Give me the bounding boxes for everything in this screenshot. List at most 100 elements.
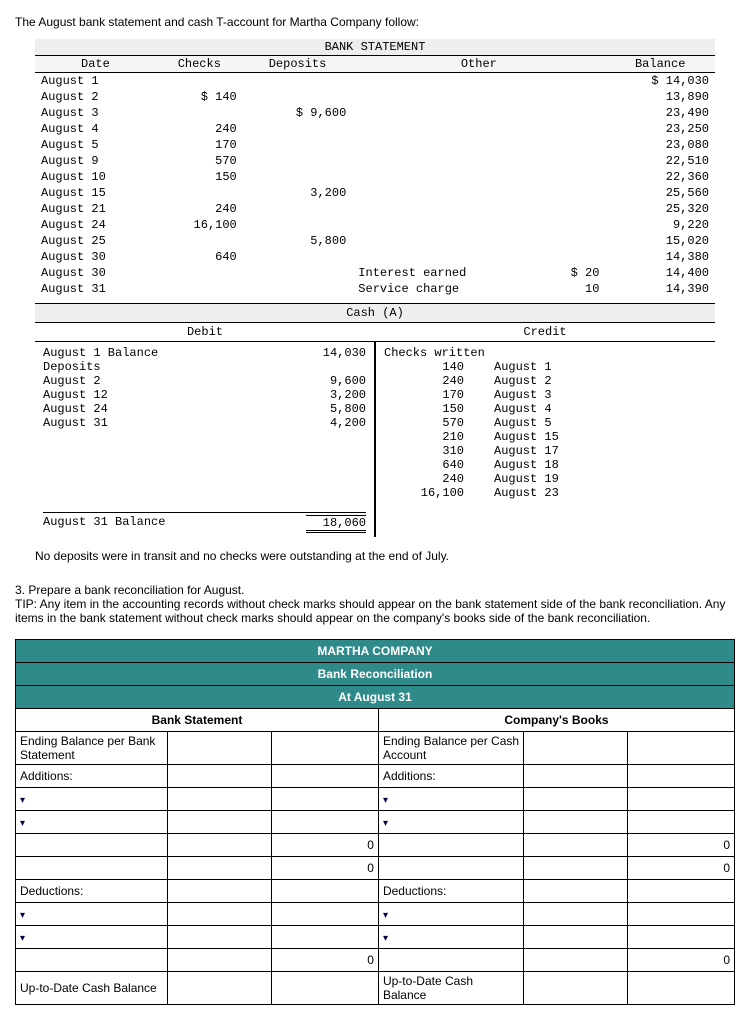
bs-other (352, 121, 541, 137)
credit-label: August 4 (464, 402, 707, 416)
bs-checks (156, 105, 243, 121)
bs-checks: 570 (156, 153, 243, 169)
company-add-amt2[interactable] (524, 811, 628, 834)
company-ending-input[interactable] (628, 732, 735, 765)
bs-balance: 9,220 (605, 217, 715, 233)
bs-deposits: $ 9,600 (243, 105, 353, 121)
bank-ded-row2[interactable]: ▾ (16, 926, 168, 949)
bs-other-amt (541, 153, 605, 169)
company-subtotal: 0 (628, 857, 735, 880)
company-uptodate-input[interactable] (628, 972, 735, 1005)
bank-ded-amt2[interactable] (168, 926, 272, 949)
company-add-amt1[interactable] (524, 788, 628, 811)
bs-other-amt (541, 169, 605, 185)
bs-balance: 25,560 (605, 185, 715, 201)
tip-text: TIP: Any item in the accounting records … (15, 597, 737, 625)
debit-amt: 4,200 (306, 416, 366, 430)
company-add-total: 0 (628, 834, 735, 857)
intro-text: The August bank statement and cash T-acc… (15, 15, 737, 29)
bank-add-amt2[interactable] (168, 811, 272, 834)
bank-ded-amt1[interactable] (168, 903, 272, 926)
bs-deposits (243, 249, 353, 265)
hdr-balance: Balance (605, 56, 715, 73)
bank-col-hdr: Bank Statement (16, 709, 379, 732)
bs-deposits (243, 217, 353, 233)
bs-balance: $ 14,030 (605, 73, 715, 90)
bs-other-amt (541, 105, 605, 121)
bs-balance: 15,020 (605, 233, 715, 249)
bs-balance: 14,390 (605, 281, 715, 297)
bs-other-amt (541, 73, 605, 90)
credit-label: August 1 (464, 360, 707, 374)
company-ded-row2[interactable]: ▾ (378, 926, 523, 949)
credit-amt: 570 (384, 416, 464, 430)
recon-company: MARTHA COMPANY (16, 640, 735, 663)
recon-date: At August 31 (16, 686, 735, 709)
bank-add-amt1[interactable] (168, 788, 272, 811)
bs-other (352, 201, 541, 217)
credit-amt: 240 (384, 374, 464, 388)
bs-date: August 24 (35, 217, 156, 233)
bs-checks: $ 140 (156, 89, 243, 105)
company-add-row1[interactable]: ▾ (378, 788, 523, 811)
credit-label: August 2 (464, 374, 707, 388)
company-ded-amt1[interactable] (524, 903, 628, 926)
debit-amt (306, 360, 366, 374)
bank-additions-label: Additions: (16, 765, 168, 788)
bs-balance: 14,380 (605, 249, 715, 265)
bs-checks: 240 (156, 121, 243, 137)
debit-label: August 12 (43, 388, 108, 402)
bank-ending-input[interactable] (272, 732, 379, 765)
bs-balance: 14,400 (605, 265, 715, 281)
bs-balance: 23,250 (605, 121, 715, 137)
bs-other-amt (541, 137, 605, 153)
debit-label: Deposits (43, 360, 101, 374)
company-deductions-label: Deductions: (378, 880, 523, 903)
bs-checks (156, 265, 243, 281)
hdr-deposits: Deposits (243, 56, 353, 73)
bs-deposits (243, 121, 353, 137)
bank-uptodate-label: Up-to-Date Cash Balance (16, 972, 168, 1005)
debit-amt: 5,800 (306, 402, 366, 416)
bs-date: August 1 (35, 73, 156, 90)
t-account: Cash (A) Debit Credit August 1 Balance14… (35, 303, 715, 537)
credit-amt: 150 (384, 402, 464, 416)
bs-date: August 25 (35, 233, 156, 249)
question-3: 3. Prepare a bank reconciliation for Aug… (15, 583, 737, 597)
bs-other (352, 233, 541, 249)
bs-deposits (243, 281, 353, 297)
bs-checks: 170 (156, 137, 243, 153)
bs-deposits (243, 137, 353, 153)
company-col-hdr: Company's Books (378, 709, 734, 732)
debit-amt: 3,200 (306, 388, 366, 402)
end-balance-label: August 31 Balance (43, 515, 165, 533)
credit-header-label: Checks written (384, 346, 485, 360)
bs-date: August 31 (35, 281, 156, 297)
credit-label: August 5 (464, 416, 707, 430)
credit-label: August 18 (464, 458, 707, 472)
bank-add-row2[interactable]: ▾ (16, 811, 168, 834)
company-ded-amt2[interactable] (524, 926, 628, 949)
hdr-checks: Checks (156, 56, 243, 73)
bank-add-row1[interactable]: ▾ (16, 788, 168, 811)
hdr-other: Other (352, 56, 605, 73)
bank-uptodate-input[interactable] (272, 972, 379, 1005)
bank-statement-title: BANK STATEMENT (35, 39, 715, 56)
bs-balance: 22,360 (605, 169, 715, 185)
bs-deposits (243, 201, 353, 217)
bs-other (352, 217, 541, 233)
bs-other-amt: $ 20 (541, 265, 605, 281)
bs-balance: 25,320 (605, 201, 715, 217)
bs-date: August 2 (35, 89, 156, 105)
company-ded-row1[interactable]: ▾ (378, 903, 523, 926)
bank-ded-row1[interactable]: ▾ (16, 903, 168, 926)
bs-date: August 3 (35, 105, 156, 121)
bs-deposits (243, 169, 353, 185)
debit-label: August 2 (43, 374, 101, 388)
company-add-row2[interactable]: ▾ (378, 811, 523, 834)
company-uptodate-label: Up-to-Date Cash Balance (378, 972, 523, 1005)
debit-amt: 14,030 (306, 346, 366, 360)
bs-other-amt (541, 249, 605, 265)
credit-amt: 16,100 (384, 486, 464, 500)
company-additions-label: Additions: (378, 765, 523, 788)
